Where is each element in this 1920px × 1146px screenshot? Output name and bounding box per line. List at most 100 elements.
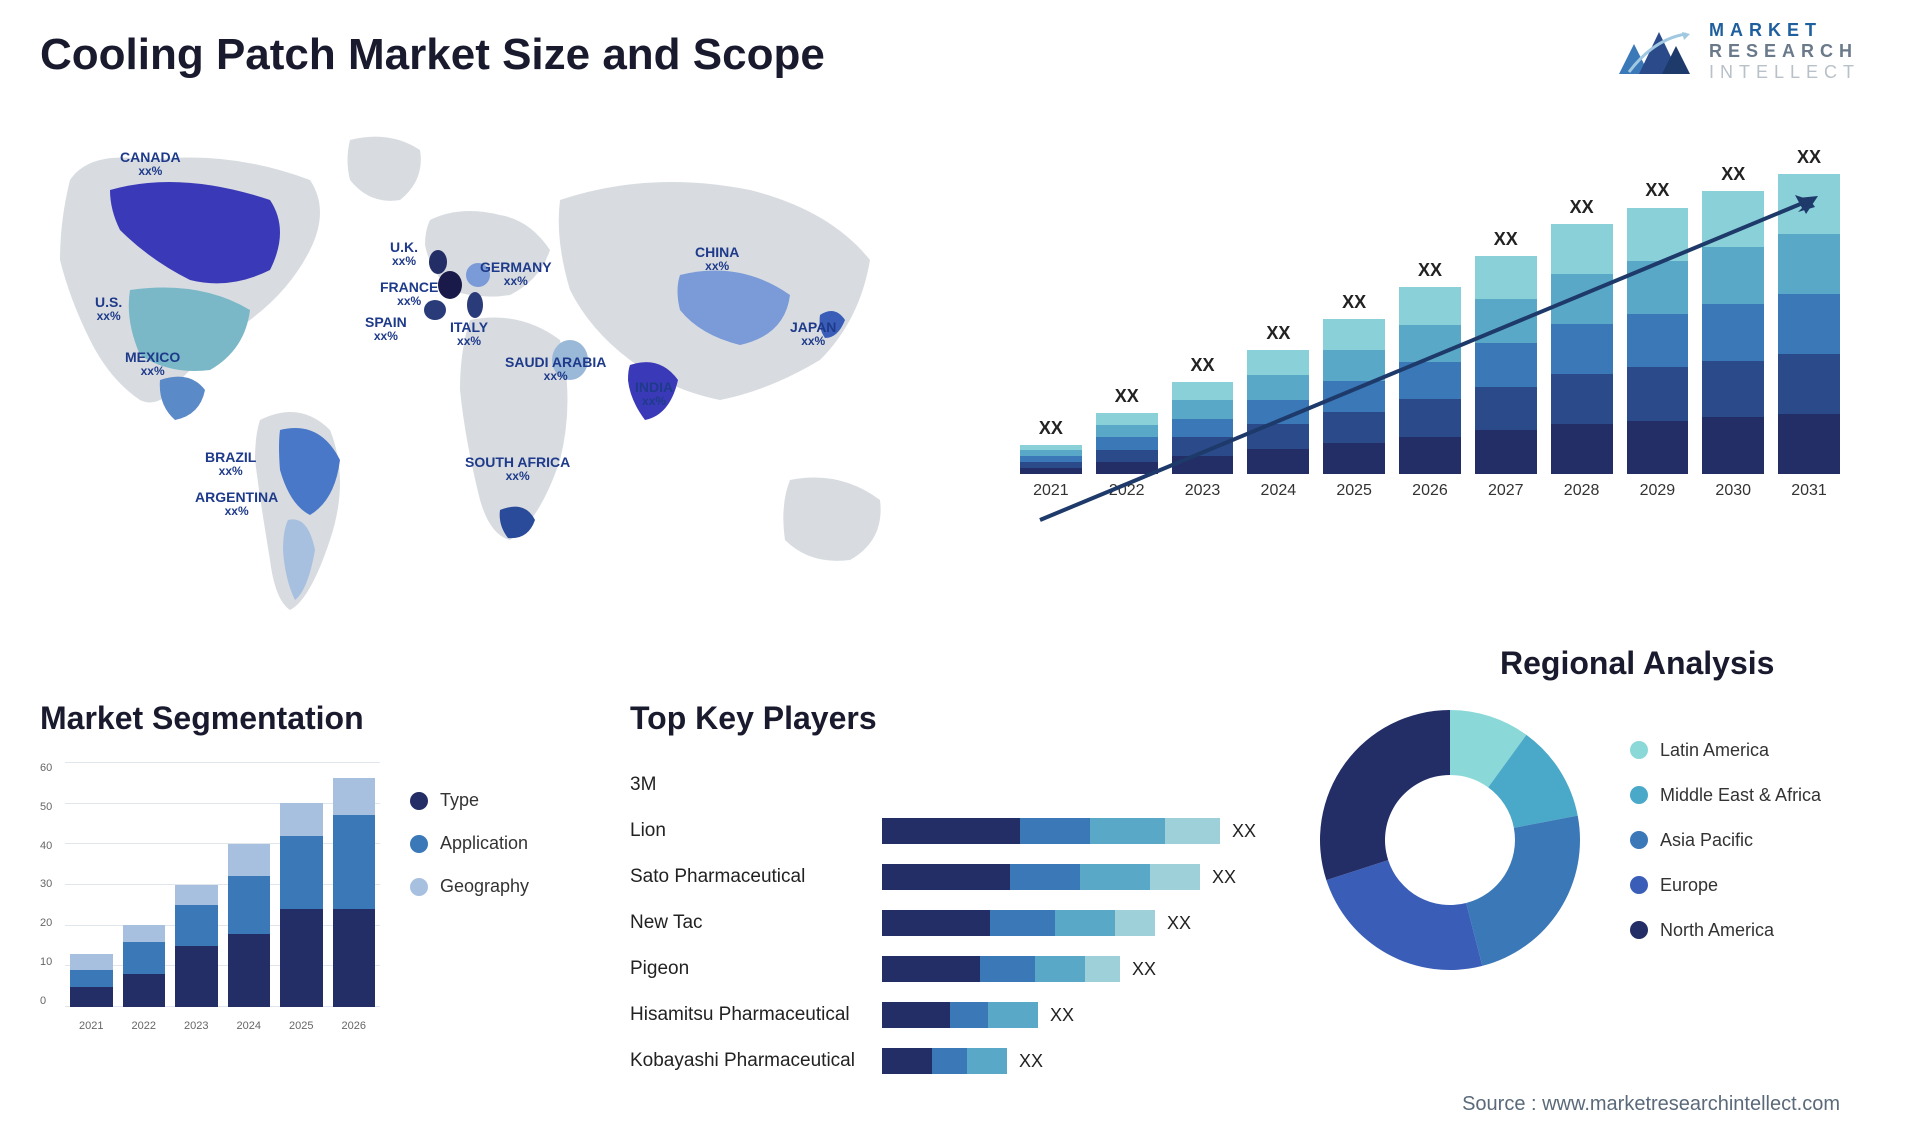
legend-dot-icon <box>410 878 428 896</box>
key-player-value: XX <box>1212 867 1236 888</box>
map-label: INDIAxx% <box>635 380 673 409</box>
donut-slice <box>1466 816 1580 966</box>
key-player-value: XX <box>1232 821 1256 842</box>
growth-year-label: 2031 <box>1791 482 1827 500</box>
growth-bar <box>1247 350 1309 474</box>
growth-bar <box>1020 445 1082 475</box>
growth-year-label: 2029 <box>1640 482 1676 500</box>
legend-dot-icon <box>1630 741 1648 759</box>
key-player-bar <box>882 1002 1038 1028</box>
growth-column: XX2027 <box>1475 229 1537 500</box>
key-players-title: Top Key Players <box>630 700 1270 737</box>
regional-donut-chart <box>1310 700 1590 980</box>
growth-value-label: XX <box>1570 197 1594 218</box>
growth-bar <box>1702 191 1764 474</box>
growth-value-label: XX <box>1797 147 1821 168</box>
segmentation-legend: TypeApplicationGeography <box>410 790 529 897</box>
legend-dot-icon <box>1630 921 1648 939</box>
growth-bar <box>1551 224 1613 474</box>
key-player-row: PigeonXX <box>630 946 1270 992</box>
growth-year-label: 2021 <box>1033 482 1069 500</box>
growth-year-label: 2022 <box>1109 482 1145 500</box>
growth-bar <box>1323 319 1385 474</box>
growth-value-label: XX <box>1039 418 1063 439</box>
key-players-section: Top Key Players 3MLionXXSato Pharmaceuti… <box>630 700 1270 1084</box>
source-attribution: Source : www.marketresearchintellect.com <box>1462 1093 1840 1116</box>
key-player-row: Sato PharmaceuticalXX <box>630 854 1270 900</box>
key-player-name: Lion <box>630 820 870 842</box>
growth-bar <box>1475 256 1537 474</box>
legend-item: Geography <box>410 876 529 897</box>
growth-year-label: 2026 <box>1412 482 1448 500</box>
segmentation-section: Market Segmentation 0102030405060 202120… <box>40 700 580 1032</box>
map-label: SAUDI ARABIAxx% <box>505 355 606 384</box>
map-label: U.K.xx% <box>390 240 418 269</box>
map-label: BRAZILxx% <box>205 450 256 479</box>
key-player-name: 3M <box>630 774 870 796</box>
growth-column: XX 2025 <box>1323 292 1385 500</box>
segmentation-bar <box>70 954 113 1007</box>
growth-column: XX 2029 <box>1627 180 1689 500</box>
growth-value-label: XX <box>1418 260 1442 281</box>
segmentation-bar <box>175 885 218 1007</box>
growth-value-label: XX <box>1494 229 1518 250</box>
map-label: ITALYxx% <box>450 320 488 349</box>
growth-year-label: 2030 <box>1715 482 1751 500</box>
key-player-value: XX <box>1167 913 1191 934</box>
legend-label: Middle East & Africa <box>1660 785 1821 806</box>
page-title: Cooling Patch Market Size and Scope <box>40 30 825 80</box>
key-player-row: New Tac XX <box>630 900 1270 946</box>
world-map: CANADAxx%U.S.xx%MEXICOxx%BRAZILxx%ARGENT… <box>30 120 930 640</box>
key-player-bar <box>882 1048 1007 1074</box>
map-label: ARGENTINAxx% <box>195 490 278 519</box>
legend-dot-icon <box>410 835 428 853</box>
key-player-name: Kobayashi Pharmaceutical <box>630 1050 870 1072</box>
key-player-value: XX <box>1019 1051 1043 1072</box>
growth-value-label: XX <box>1721 164 1745 185</box>
key-player-bar <box>882 956 1120 982</box>
legend-dot-icon <box>1630 786 1648 804</box>
growth-year-label: 2025 <box>1336 482 1372 500</box>
map-label: FRANCExx% <box>380 280 438 309</box>
logo-icon <box>1614 24 1694 79</box>
growth-column: XX2023 <box>1172 355 1234 500</box>
growth-column: XX2022 <box>1096 386 1158 500</box>
map-label: MEXICOxx% <box>125 350 180 379</box>
growth-value-label: XX <box>1266 323 1290 344</box>
segmentation-title: Market Segmentation <box>40 700 580 737</box>
growth-column: XX 2030 <box>1702 164 1764 500</box>
logo-text-1: MARKET <box>1709 20 1860 41</box>
logo-text-3: INTELLECT <box>1709 62 1860 83</box>
map-label: CANADAxx% <box>120 150 181 179</box>
map-label: GERMANYxx% <box>480 260 552 289</box>
growth-bar <box>1778 174 1840 474</box>
key-player-name: New Tac <box>630 912 870 934</box>
segmentation-chart: 0102030405060 202120222023202420252026 <box>40 762 380 1032</box>
growth-bar-chart: XX2021XX2022XX2023XX2024XX2025XX2026XX20… <box>1020 180 1840 580</box>
growth-year-label: 2028 <box>1564 482 1600 500</box>
legend-label: Type <box>440 790 479 811</box>
key-player-name: Pigeon <box>630 958 870 980</box>
key-player-bar <box>882 864 1200 890</box>
key-player-row: Hisamitsu PharmaceuticalXX <box>630 992 1270 1038</box>
regional-section: Regional Analysis Latin AmericaMiddle Ea… <box>1310 700 1870 980</box>
growth-bar <box>1399 287 1461 474</box>
segmentation-bar <box>123 925 166 1007</box>
growth-bar <box>1627 207 1689 474</box>
growth-value-label: XX <box>1342 292 1366 313</box>
growth-year-label: 2024 <box>1261 482 1297 500</box>
segmentation-bar <box>280 803 323 1007</box>
legend-item: Asia Pacific <box>1630 830 1821 851</box>
growth-column: XX 2031 <box>1778 147 1840 500</box>
growth-column: XX 2026 <box>1399 260 1461 500</box>
growth-value-label: XX <box>1645 180 1669 201</box>
legend-label: Latin America <box>1660 740 1769 761</box>
logo-text-2: RESEARCH <box>1709 41 1860 62</box>
brand-logo: MARKET RESEARCH INTELLECT <box>1614 20 1860 83</box>
legend-dot-icon <box>410 792 428 810</box>
donut-slice <box>1326 860 1482 970</box>
legend-label: Europe <box>1660 875 1718 896</box>
regional-legend: Latin America Middle East & Africa Asia Pa… <box>1630 740 1821 941</box>
legend-label: North America <box>1660 920 1774 941</box>
growth-column: XX 2021 <box>1020 418 1082 501</box>
